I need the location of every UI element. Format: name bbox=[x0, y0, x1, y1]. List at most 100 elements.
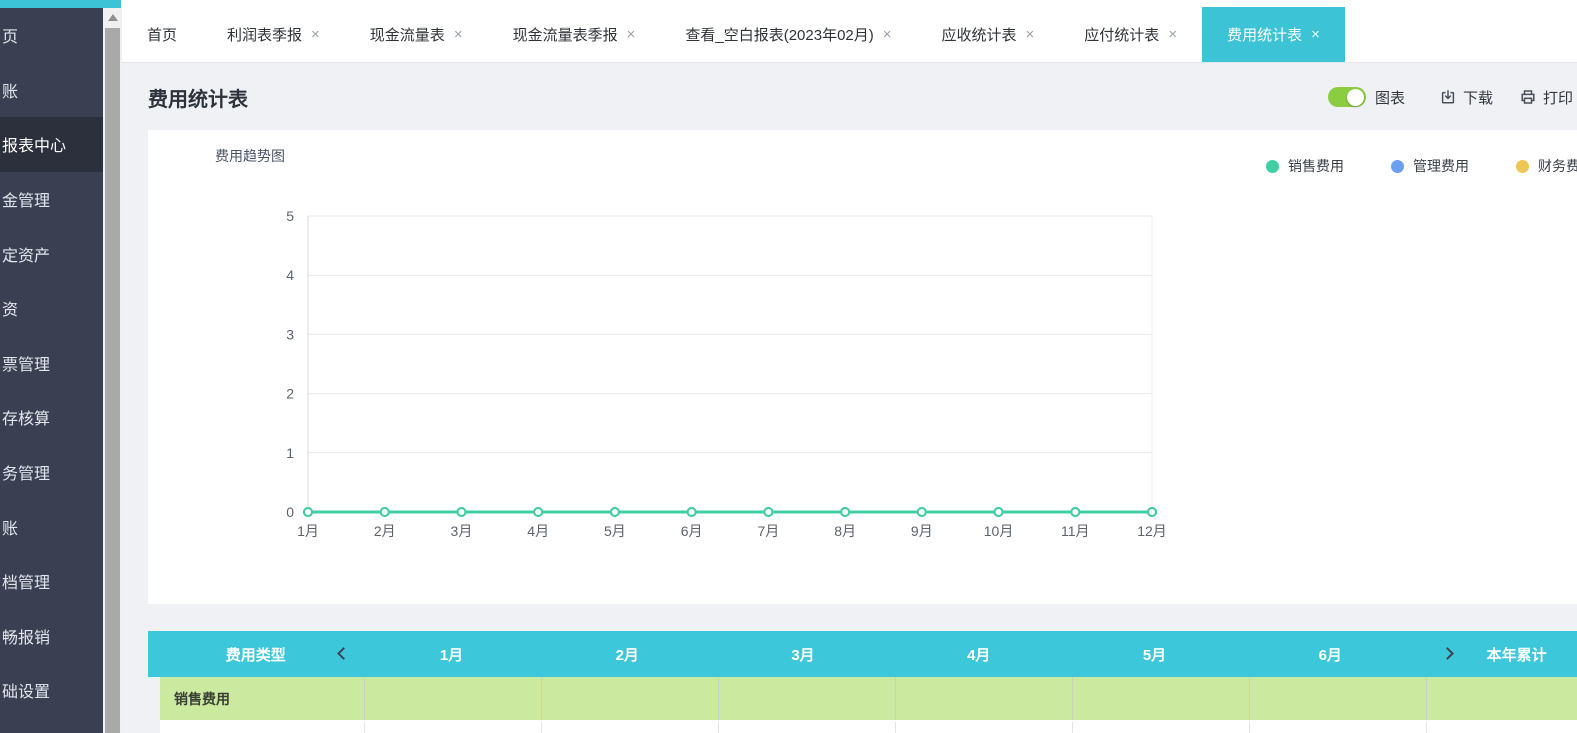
sidebar-item[interactable]: 档管理 bbox=[2, 575, 51, 593]
sidebar-item[interactable]: 定资产 bbox=[2, 247, 51, 265]
sidebar-item-active[interactable]: 报表中心 bbox=[0, 117, 103, 172]
sidebar-item[interactable]: 金管理 bbox=[2, 193, 51, 211]
months-next-arrow[interactable] bbox=[1441, 647, 1454, 660]
value-cell bbox=[719, 677, 896, 720]
tab-close-icon[interactable]: × bbox=[626, 26, 636, 43]
legend-label: 管理费用 bbox=[1413, 158, 1469, 174]
table-header-label: 本年累计 bbox=[1486, 646, 1547, 664]
chart-toggle-knob[interactable] bbox=[1347, 88, 1365, 106]
value-cell bbox=[542, 677, 720, 720]
table-header-cell: 2月 bbox=[539, 631, 715, 677]
table-header-label: 6月 bbox=[1318, 646, 1342, 664]
tab[interactable]: 应付统计表 × bbox=[1059, 7, 1202, 62]
table-header-cell: 3月 bbox=[715, 631, 891, 677]
sidebar-menu: 页账报表中心 金管理 定资产资票管理 存核算 务管理账档管理 畅报销 础设置 bbox=[0, 8, 103, 718]
expense-trend-card: 费用趋势图 销售费用 管理费用 财务费用 0 1 2 3 4 5 1月 2月 3月 4月 5月 6月 7月 8… bbox=[148, 130, 1577, 604]
sidebar-top-accent-bar bbox=[0, 0, 121, 8]
value-cell bbox=[719, 722, 896, 733]
svg-text:4月: 4月 bbox=[527, 523, 549, 539]
svg-text:2月: 2月 bbox=[374, 523, 396, 539]
table-row[interactable]: 销售费用 bbox=[160, 677, 1577, 722]
svg-text:11月: 11月 bbox=[1061, 523, 1090, 539]
print-button[interactable]: 打印 bbox=[1519, 87, 1573, 108]
tab-label: 现金流量表季报 bbox=[512, 27, 618, 44]
tab-close-icon[interactable]: × bbox=[453, 26, 463, 43]
sidebar-item[interactable]: 账 bbox=[2, 83, 19, 101]
sidebar-item[interactable]: 账 bbox=[2, 520, 19, 538]
svg-text:5: 5 bbox=[286, 208, 294, 224]
tab-close-icon[interactable]: × bbox=[882, 26, 892, 43]
tab-close-icon[interactable]: × bbox=[311, 26, 320, 43]
months-prev-arrow[interactable] bbox=[336, 647, 350, 660]
scrollbar-thumb[interactable] bbox=[105, 28, 120, 733]
value-cell bbox=[1427, 677, 1577, 720]
value-cell bbox=[365, 722, 543, 733]
value-cell bbox=[542, 722, 720, 733]
legend-dot-icon bbox=[1391, 159, 1404, 173]
legend-item[interactable]: 销售费用 bbox=[1266, 156, 1344, 176]
svg-text:6月: 6月 bbox=[681, 523, 703, 539]
sidebar-item[interactable]: 页 bbox=[2, 29, 19, 47]
tab[interactable]: 查看_空白报表(2023年02月) × bbox=[660, 7, 916, 62]
value-cell bbox=[896, 677, 1073, 720]
tab-active[interactable]: 费用统计表 × bbox=[1202, 7, 1345, 62]
sidebar-item[interactable]: 存核算 bbox=[2, 411, 51, 429]
expense-type-cell bbox=[160, 722, 366, 733]
tab[interactable]: 应收统计表 × bbox=[917, 7, 1060, 62]
expense-table: 费用类型 1月 2月 3月 4月 5月 6月 本年累计 销售费用 bbox=[148, 631, 1577, 733]
legend-dot-icon bbox=[1516, 159, 1529, 173]
print-label: 打印 bbox=[1542, 89, 1573, 107]
table-header-cell: 费用类型 bbox=[148, 631, 364, 677]
tab[interactable]: 利润表季报 × bbox=[202, 7, 345, 62]
svg-text:10月: 10月 bbox=[984, 523, 1014, 539]
svg-text:5月: 5月 bbox=[604, 523, 626, 539]
table-header-label: 4月 bbox=[967, 646, 991, 664]
download-icon bbox=[1441, 90, 1455, 104]
table-header-label: 费用类型 bbox=[225, 646, 286, 664]
svg-text:12月: 12月 bbox=[1137, 523, 1167, 539]
sidebar-item[interactable]: 资 bbox=[2, 302, 19, 320]
tab-label: 利润表季报 bbox=[227, 27, 303, 44]
page-title: 费用统计表 bbox=[148, 89, 248, 111]
download-button[interactable]: 下载 bbox=[1439, 87, 1493, 108]
legend-item[interactable]: 财务费用 bbox=[1516, 156, 1577, 176]
value-cell bbox=[1250, 677, 1427, 720]
download-label: 下载 bbox=[1462, 89, 1493, 107]
value-cell bbox=[1073, 722, 1250, 733]
chart-toggle[interactable] bbox=[1327, 87, 1366, 107]
tab-close-icon[interactable]: × bbox=[1311, 26, 1320, 43]
svg-text:2: 2 bbox=[286, 386, 294, 402]
sidebar-item[interactable]: 票管理 bbox=[2, 356, 51, 374]
table-header-label: 3月 bbox=[791, 646, 815, 664]
tab-close-icon[interactable]: × bbox=[1168, 26, 1178, 43]
main-area: 首页 利润表季报 × 现金流量表 × 现金流量表季报 × 查看_空白报表(2023年02月) ×… bbox=[122, 0, 1577, 733]
table-header-cell: 5月 bbox=[1067, 631, 1243, 677]
value-cell bbox=[1073, 677, 1250, 720]
value-cell bbox=[365, 677, 543, 720]
scrollbar-up-arrow-icon[interactable] bbox=[107, 14, 118, 21]
table-header-cell: 4月 bbox=[891, 631, 1067, 677]
chart-legend: 销售费用 管理费用 财务费用 bbox=[1266, 156, 1577, 176]
table-header-label: 2月 bbox=[615, 646, 639, 664]
value-cell bbox=[896, 722, 1073, 733]
tab-close-icon[interactable]: × bbox=[1025, 26, 1035, 43]
legend-item[interactable]: 管理费用 bbox=[1391, 156, 1469, 176]
expense-table-body: 销售费用 bbox=[148, 677, 1577, 733]
legend-label: 销售费用 bbox=[1288, 158, 1344, 174]
sidebar-item[interactable]: 务管理 bbox=[2, 466, 51, 484]
tab-label: 查看_空白报表(2023年02月) bbox=[685, 27, 874, 44]
sidebar-scrollbar[interactable] bbox=[103, 8, 122, 733]
expense-type-cell: 销售费用 bbox=[160, 677, 366, 720]
svg-text:4: 4 bbox=[286, 267, 294, 283]
sidebar-item[interactable]: 畅报销 bbox=[2, 629, 51, 647]
table-row[interactable] bbox=[160, 722, 1577, 733]
tab[interactable]: 现金流量表季报 × bbox=[488, 7, 661, 62]
print-icon bbox=[1521, 90, 1535, 104]
table-header-cell: 本年累计 bbox=[1418, 631, 1577, 677]
tab[interactable]: 现金流量表 × bbox=[345, 7, 488, 62]
tab[interactable]: 首页 bbox=[122, 7, 202, 62]
sidebar-item[interactable]: 础设置 bbox=[2, 684, 51, 702]
tab-label: 现金流量表 bbox=[369, 27, 445, 44]
legend-label: 财务费用 bbox=[1538, 158, 1577, 174]
